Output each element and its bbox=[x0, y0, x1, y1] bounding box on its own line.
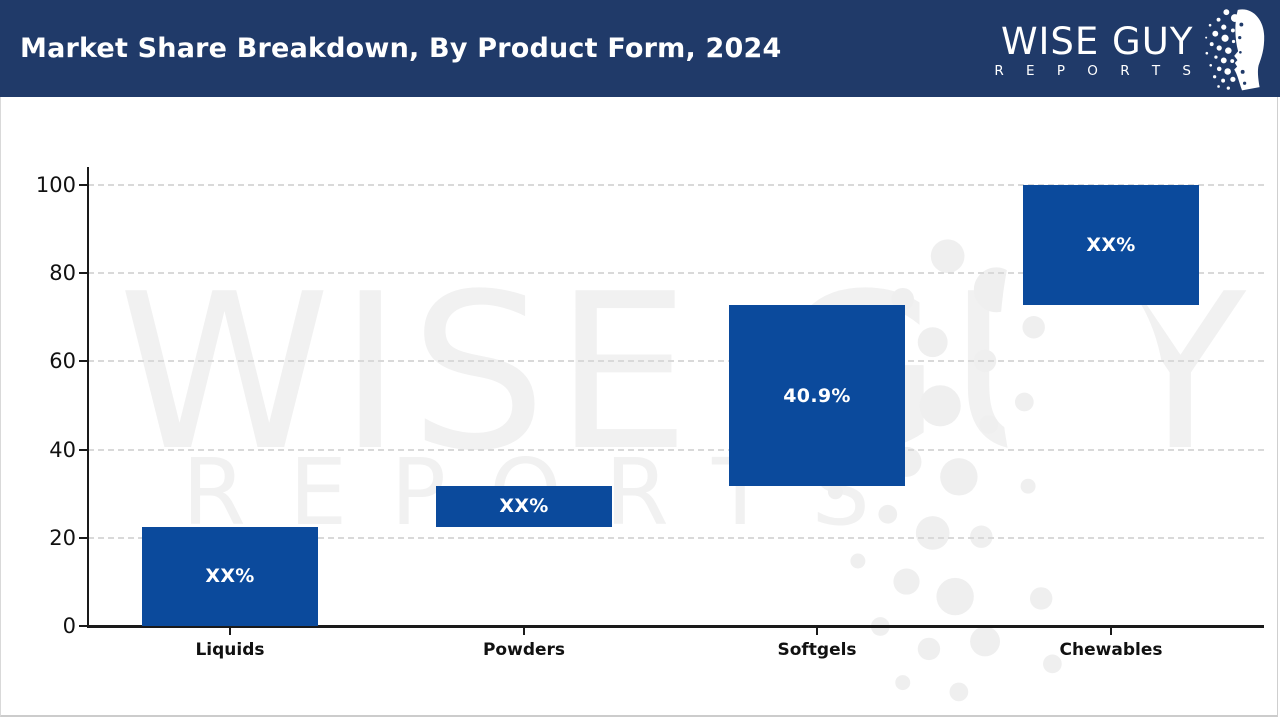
wiseguy-logo: WISE GUY R E P O R T S bbox=[994, 4, 1270, 94]
wiseguy-head-icon bbox=[1205, 9, 1265, 91]
x-label-softgels: Softgels bbox=[777, 640, 857, 660]
y-tick-label-40: 40 bbox=[49, 437, 76, 462]
y-tick-60 bbox=[79, 360, 88, 363]
y-tick-label-0: 0 bbox=[62, 614, 76, 638]
x-tick-liquids bbox=[229, 628, 231, 635]
y-tick-40 bbox=[79, 448, 88, 451]
content-frame bbox=[0, 97, 1278, 717]
y-tick-label-20: 20 bbox=[49, 525, 76, 550]
gridline-100 bbox=[88, 184, 1264, 186]
logo-subname: R E P O R T S bbox=[994, 62, 1200, 79]
bar-label-chewables: XX% bbox=[1086, 234, 1136, 257]
y-tick-100 bbox=[79, 184, 88, 186]
watermark-line2: R E P O R T S bbox=[182, 439, 877, 546]
gridline-60 bbox=[88, 360, 1264, 363]
bar-softgels: 40.9% bbox=[729, 305, 905, 486]
x-axis-line bbox=[87, 625, 1264, 628]
x-tick-softgels bbox=[816, 628, 818, 635]
header-bar: Market Share Breakdown, By Product Form,… bbox=[0, 0, 1280, 97]
y-tick-label-60: 60 bbox=[49, 349, 76, 374]
bar-label-liquids: XX% bbox=[205, 565, 255, 588]
x-label-chewables: Chewables bbox=[1059, 640, 1163, 660]
y-tick-80 bbox=[79, 272, 88, 275]
y-tick-label-100: 100 bbox=[35, 173, 76, 197]
gridline-40 bbox=[88, 448, 1264, 451]
gridline-80 bbox=[88, 272, 1264, 275]
watermark-line1: WISE GUY bbox=[118, 247, 1254, 498]
x-label-liquids: Liquids bbox=[195, 640, 265, 660]
x-tick-powders bbox=[523, 628, 525, 635]
y-tick-label-80: 80 bbox=[49, 261, 76, 286]
watermark-head-icon bbox=[826, 239, 1165, 706]
y-axis-line bbox=[87, 167, 89, 628]
gridline-20 bbox=[88, 536, 1264, 539]
bar-liquids: XX% bbox=[142, 526, 318, 626]
y-tick-20 bbox=[79, 536, 88, 539]
x-label-powders: Powders bbox=[482, 640, 566, 660]
logo-name: WISE GUY bbox=[1000, 20, 1194, 64]
watermark: WISE GUY R E P O R T S bbox=[0, 97, 1280, 717]
x-tick-chewables bbox=[1110, 628, 1112, 635]
bar-label-powders: XX% bbox=[499, 495, 549, 518]
bar-label-softgels: 40.9% bbox=[783, 384, 851, 407]
bar-powders: XX% bbox=[436, 485, 612, 527]
logo-text: WISE GUY R E P O R T S bbox=[994, 20, 1200, 79]
y-tick-0 bbox=[79, 625, 88, 627]
bar-chewables: XX% bbox=[1023, 185, 1199, 306]
page-title: Market Share Breakdown, By Product Form,… bbox=[20, 33, 782, 64]
